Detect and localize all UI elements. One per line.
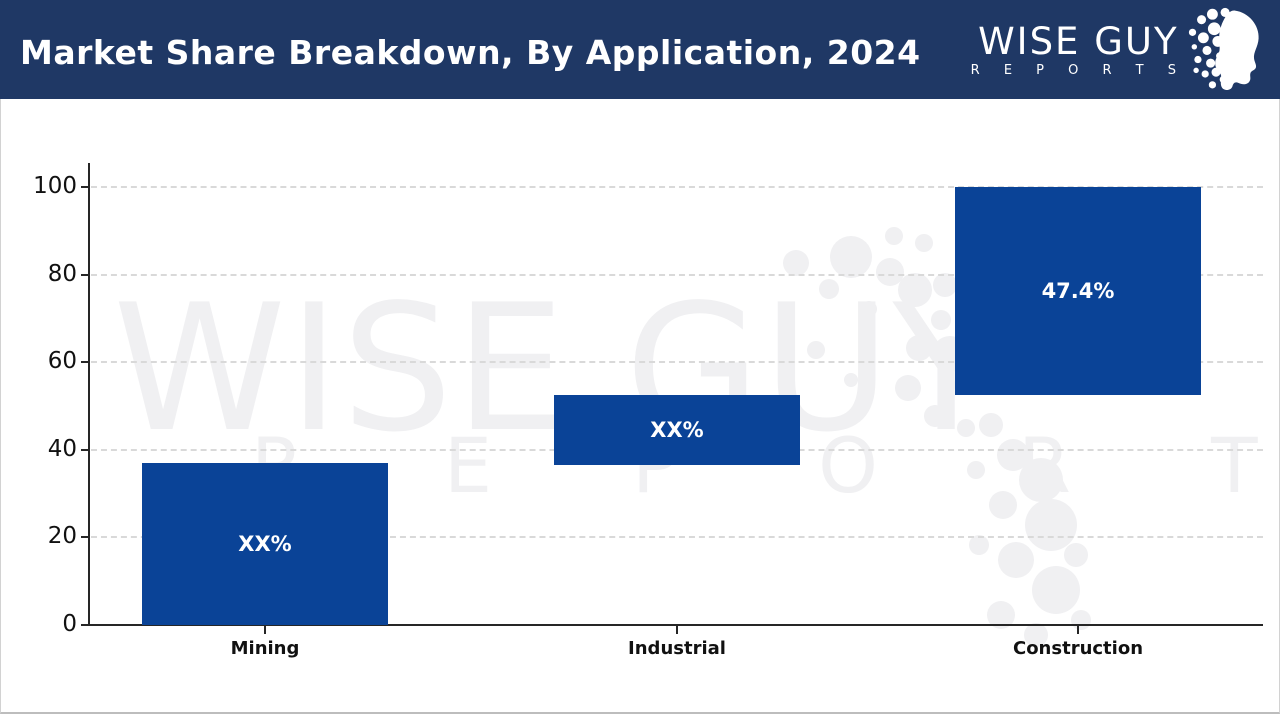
y-tick-label: 60 bbox=[47, 348, 77, 375]
x-tick-mark bbox=[264, 626, 266, 634]
x-tick-mark bbox=[1077, 626, 1079, 634]
chart-title: Market Share Breakdown, By Application, … bbox=[20, 33, 921, 72]
bar-construction: 47.4% bbox=[955, 187, 1201, 395]
header-bar: Market Share Breakdown, By Application, … bbox=[0, 0, 1280, 99]
x-category-label-industrial: Industrial bbox=[628, 638, 726, 659]
x-category-label-mining: Mining bbox=[230, 638, 300, 659]
y-gridline bbox=[91, 361, 1263, 364]
x-axis-line bbox=[88, 624, 1263, 626]
logo-text: WISE GUY R E P O R T S bbox=[971, 23, 1186, 78]
y-tick-mark bbox=[81, 186, 89, 188]
y-gridline bbox=[91, 186, 1263, 188]
dotted-head-profile-icon bbox=[1188, 7, 1259, 91]
y-tick-mark bbox=[81, 448, 89, 451]
y-tick-mark bbox=[81, 536, 89, 539]
logo-wordmark: WISE GUY bbox=[978, 19, 1179, 63]
bar-industrial: XX% bbox=[554, 394, 800, 466]
y-gridline bbox=[91, 536, 1263, 539]
y-tick-mark bbox=[81, 273, 89, 276]
y-tick-mark bbox=[81, 624, 89, 626]
wise-guy-reports-logo: WISE GUY R E P O R T S bbox=[971, 6, 1272, 94]
bar-value-label: XX% bbox=[650, 417, 704, 442]
bar-value-label: 47.4% bbox=[1041, 278, 1115, 303]
y-tick-label: 80 bbox=[47, 260, 77, 287]
y-tick-label: 40 bbox=[47, 435, 77, 462]
x-category-label-construction: Construction bbox=[1012, 638, 1144, 659]
x-tick-mark bbox=[676, 626, 678, 634]
y-tick-label: 100 bbox=[33, 173, 77, 199]
y-gridline bbox=[91, 273, 1263, 276]
logo-subtitle: R E P O R T S bbox=[970, 62, 1186, 78]
y-tick-mark bbox=[81, 361, 89, 364]
chart-area: WISE GUY R E P O R T S 020406080100XX%XX… bbox=[0, 99, 1280, 714]
bar-mining: XX% bbox=[142, 463, 388, 625]
y-axis-line bbox=[88, 163, 90, 625]
bar-value-label: XX% bbox=[238, 532, 292, 557]
dotted-head-profile-watermark bbox=[783, 227, 1091, 647]
y-tick-label: 0 bbox=[62, 611, 77, 637]
plot: WISE GUY R E P O R T S 020406080100XX%XX… bbox=[1, 99, 1279, 712]
y-tick-label: 20 bbox=[47, 523, 77, 550]
